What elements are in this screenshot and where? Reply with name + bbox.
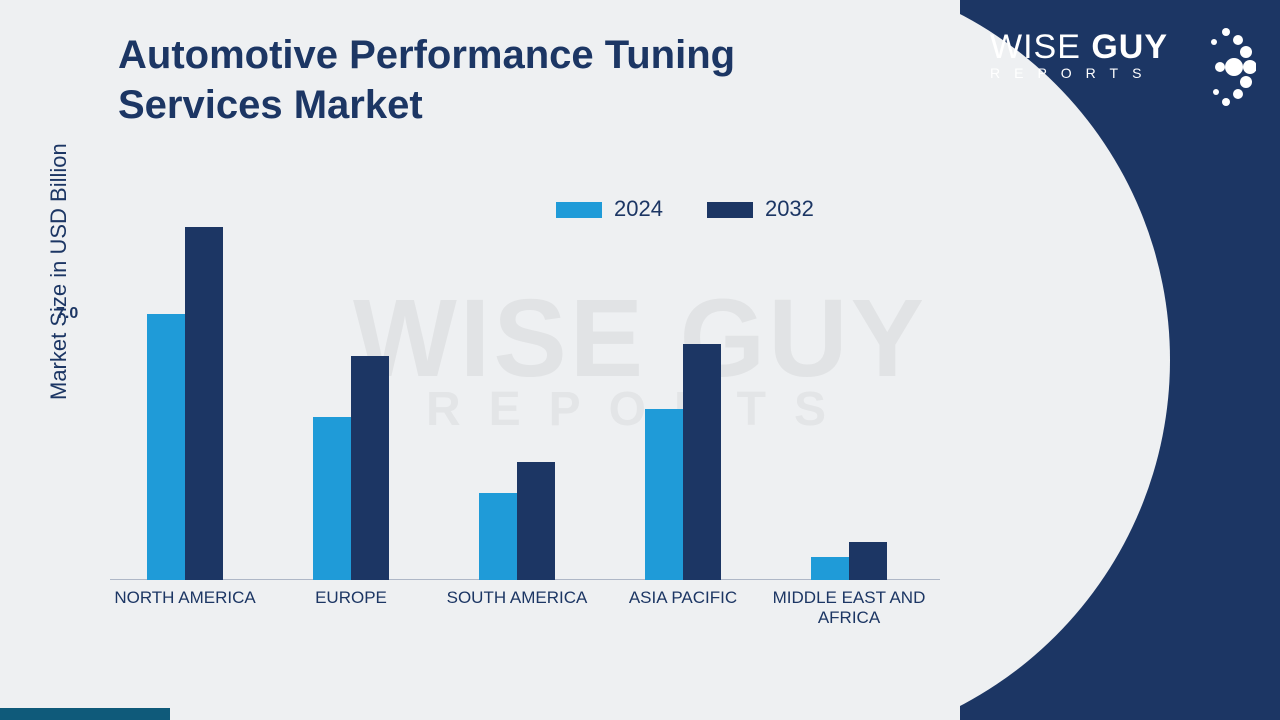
brand-dots-icon xyxy=(1166,22,1256,112)
category-label: SOUTH AMERICA xyxy=(437,588,597,608)
bar xyxy=(683,344,721,580)
bar xyxy=(479,493,517,580)
bar xyxy=(517,462,555,580)
brand-logo: WISE GUY REPORTS xyxy=(990,28,1250,81)
bar-pair xyxy=(313,356,389,580)
bar xyxy=(185,227,223,580)
bar xyxy=(849,542,887,580)
chart-area: 7.0 NORTH AMERICAEUROPESOUTH AMERICAASIA… xyxy=(110,200,940,580)
bar-pair xyxy=(645,344,721,580)
bar xyxy=(811,557,849,580)
bar-pair xyxy=(811,542,887,580)
category-label: MIDDLE EAST AND AFRICA xyxy=(769,588,929,628)
y-tick-7: 7.0 xyxy=(56,305,78,323)
bottom-accent xyxy=(0,708,170,720)
stage: WISE GUYREPORTS Automotive Performance T… xyxy=(0,0,1280,720)
bar xyxy=(313,417,351,580)
category-label: NORTH AMERICA xyxy=(105,588,265,608)
bar xyxy=(645,409,683,580)
chart-title: Automotive Performance Tuning Services M… xyxy=(118,30,778,130)
bar-pair xyxy=(147,227,223,580)
bar xyxy=(147,314,185,580)
y-axis-label: Market Size in USD Billion xyxy=(46,143,72,400)
bar-pair xyxy=(479,462,555,580)
bar xyxy=(351,356,389,580)
category-label: ASIA PACIFIC xyxy=(603,588,763,608)
category-label: EUROPE xyxy=(271,588,431,608)
